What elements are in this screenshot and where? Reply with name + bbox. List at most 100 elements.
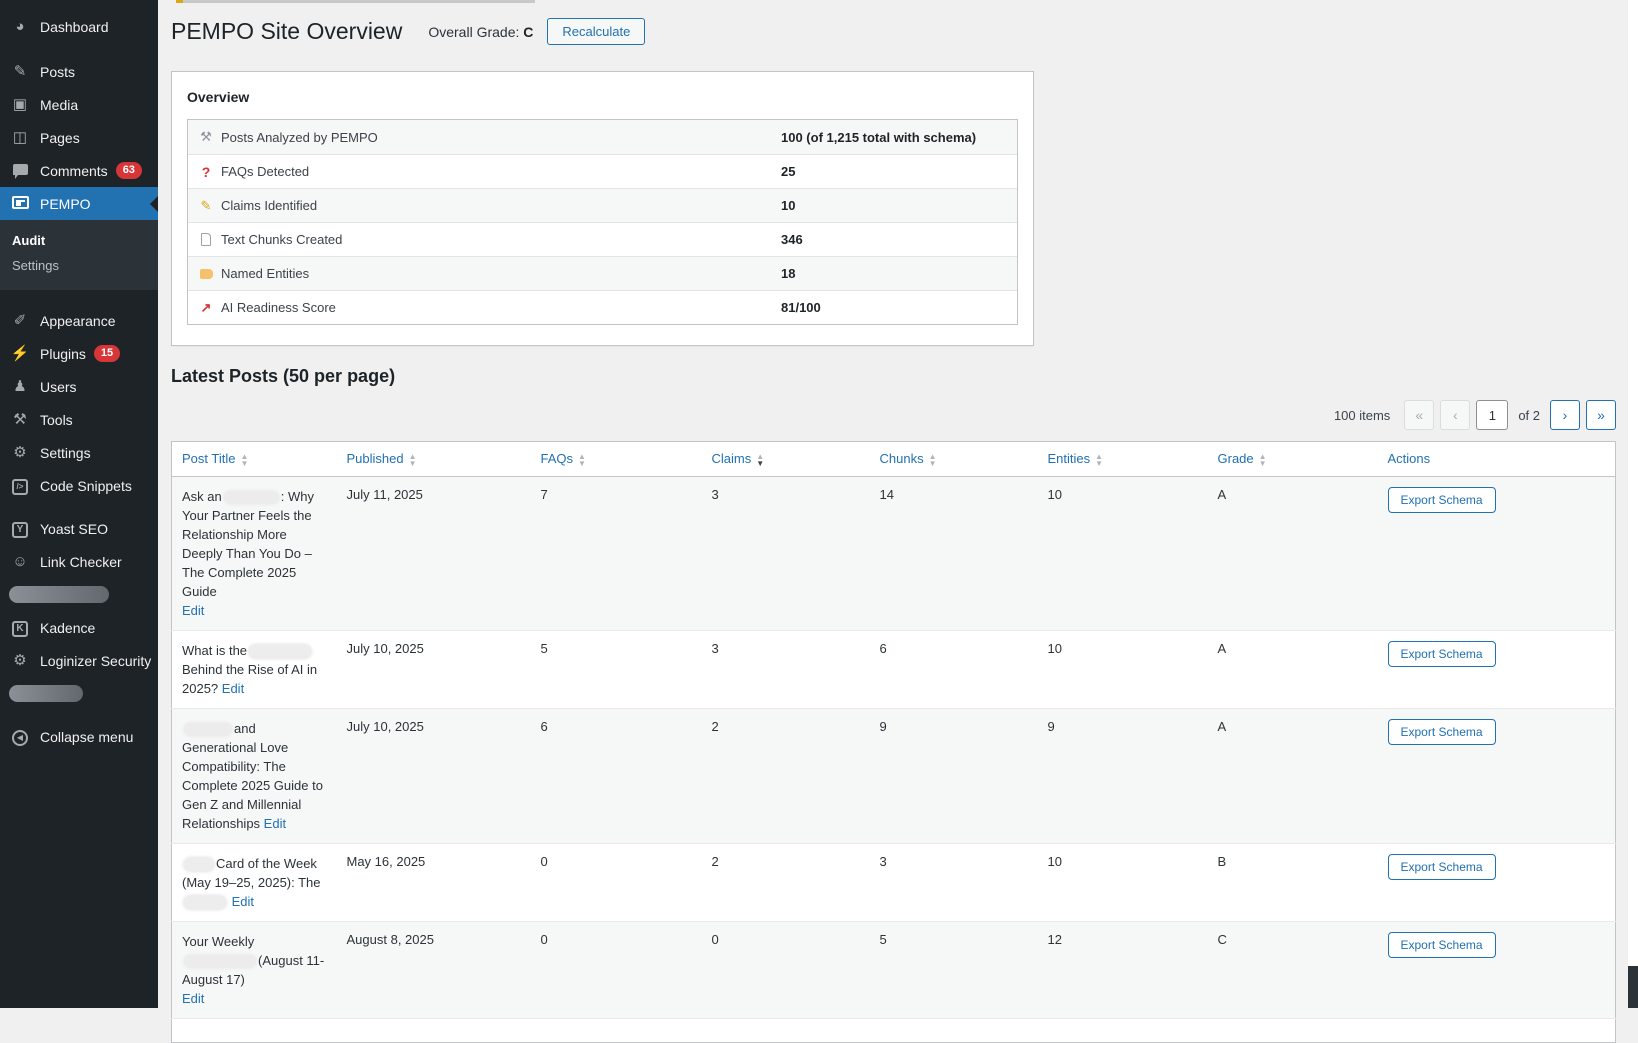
claims-cell: 2	[702, 708, 870, 843]
edit-link[interactable]: Edit	[182, 603, 204, 618]
sidebar-item-posts[interactable]: ✎ Posts	[0, 55, 158, 88]
faqs-cell: 7	[531, 476, 702, 630]
memo-icon: ✎	[198, 198, 214, 214]
first-page-button[interactable]: «	[1404, 400, 1434, 430]
metric-row: Text Chunks Created 346	[188, 222, 1017, 256]
recalculate-button[interactable]: Recalculate	[547, 18, 645, 45]
sort-arrows-icon: ▲▼	[578, 453, 586, 467]
next-page-button[interactable]: ›	[1550, 400, 1580, 430]
sidebar-item-loginizer-security[interactable]: ⚙ Loginizer Security	[0, 644, 158, 677]
sidebar-item-yoast-seo[interactable]: Y Yoast SEO	[0, 512, 158, 545]
redacted-text	[184, 723, 232, 736]
sidebar-item-appearance[interactable]: ✐ Appearance	[0, 304, 158, 337]
submenu-item-settings[interactable]: Settings	[0, 253, 158, 278]
faqs-cell: 5	[531, 630, 702, 708]
submenu-item-audit[interactable]: Audit	[0, 228, 158, 253]
edit-link[interactable]: Edit	[264, 816, 286, 831]
post-row: Card of the Week (May 19–25, 2025): The …	[172, 843, 1616, 921]
pagination: 100 items « ‹ of 2 › »	[171, 400, 1616, 430]
latest-posts-table: Post Title▲▼ Published▲▼ FAQs▲▼ Claims▲▼…	[171, 441, 1616, 1043]
column-header-faqs[interactable]: FAQs▲▼	[531, 442, 702, 477]
overview-panel-title: Overview	[172, 72, 1033, 119]
sidebar-item-plugins[interactable]: ⚡ Plugins 15	[0, 337, 158, 370]
settings-icon: ⚙	[9, 445, 31, 460]
notice-remnant-accent	[176, 0, 183, 3]
question-icon: ?	[198, 164, 214, 180]
items-count: 100 items	[1334, 408, 1390, 423]
link-checker-icon: ☺	[9, 554, 31, 569]
sort-arrows-icon-desc: ▲▼	[756, 453, 764, 467]
post-row: and Generational Love Compatibility: The…	[172, 708, 1616, 843]
export-schema-button[interactable]: Export Schema	[1388, 854, 1496, 880]
sort-arrows-icon: ▲▼	[1095, 453, 1103, 467]
metric-value: 25	[781, 164, 795, 179]
table-header-row: Post Title▲▼ Published▲▼ FAQs▲▼ Claims▲▼…	[172, 442, 1616, 477]
redacted-text	[249, 645, 311, 658]
overview-panel: Overview ⚒Posts Analyzed by PEMPO 100 (o…	[171, 71, 1034, 346]
code-snippets-icon: />	[9, 477, 31, 495]
posts-icon: ✎	[9, 64, 31, 79]
column-header-post-title[interactable]: Post Title▲▼	[172, 442, 337, 477]
redacted-sidebar-item	[9, 685, 83, 702]
export-schema-button[interactable]: Export Schema	[1388, 932, 1496, 958]
edit-link[interactable]: Edit	[182, 991, 204, 1006]
column-header-chunks[interactable]: Chunks▲▼	[870, 442, 1038, 477]
page-scrollbar[interactable]	[1628, 0, 1638, 1008]
media-icon: ▣	[9, 97, 31, 112]
column-header-published[interactable]: Published▲▼	[337, 442, 531, 477]
post-title-cell: Ask an: Why Your Partner Feels the Relat…	[172, 476, 337, 630]
sidebar-item-settings[interactable]: ⚙ Settings	[0, 436, 158, 469]
admin-content: PEMPO Site Overview Overall Grade: C Rec…	[158, 0, 1638, 1008]
faqs-cell: 6	[531, 708, 702, 843]
tools-icon: ⚒	[9, 412, 31, 427]
page-icon	[198, 233, 214, 246]
metric-row: ⚒Posts Analyzed by PEMPO 100 (of 1,215 t…	[188, 120, 1017, 154]
metric-row: Named Entities 18	[188, 256, 1017, 290]
plugins-count-badge: 15	[94, 345, 120, 362]
export-schema-button[interactable]: Export Schema	[1388, 719, 1496, 745]
post-row: Your Weekly(August 11-August 17) Edit Au…	[172, 921, 1616, 1018]
yoast-icon: Y	[9, 520, 31, 538]
sidebar-item-media[interactable]: ▣ Media	[0, 88, 158, 121]
chunks-cell: 3	[870, 843, 1038, 921]
redacted-text	[184, 955, 256, 968]
grade-cell: A	[1208, 630, 1378, 708]
sidebar-item-users[interactable]: ♟ Users	[0, 370, 158, 403]
sidebar-item-tools[interactable]: ⚒ Tools	[0, 403, 158, 436]
sidebar-item-kadence[interactable]: K Kadence	[0, 611, 158, 644]
metric-value: 346	[781, 232, 803, 247]
scrollbar-thumb[interactable]	[1628, 966, 1638, 1008]
export-schema-button[interactable]: Export Schema	[1388, 487, 1496, 513]
chunks-cell: 5	[870, 921, 1038, 1018]
column-header-claims[interactable]: Claims▲▼	[702, 442, 870, 477]
claims-cell: 0	[702, 921, 870, 1018]
edit-link[interactable]: Edit	[232, 894, 254, 909]
metric-row: ?FAQs Detected 25	[188, 154, 1017, 188]
column-header-grade[interactable]: Grade▲▼	[1208, 442, 1378, 477]
sidebar-item-comments[interactable]: Comments 63	[0, 154, 158, 187]
sidebar-item-dashboard[interactable]: ◕ Dashboard	[0, 10, 158, 43]
gear-icon: ⚙	[9, 653, 31, 668]
metric-row: ✎Claims Identified 10	[188, 188, 1017, 222]
post-row-partial	[172, 1018, 1616, 1042]
overall-grade: Overall Grade: C	[428, 24, 533, 40]
post-title-cell: and Generational Love Compatibility: The…	[172, 708, 337, 843]
grade-cell: A	[1208, 476, 1378, 630]
claims-cell: 3	[702, 630, 870, 708]
sidebar-item-link-checker[interactable]: ☺ Link Checker	[0, 545, 158, 578]
edit-link[interactable]: Edit	[222, 681, 244, 696]
collapse-menu-button[interactable]: ◀ Collapse menu	[0, 720, 158, 753]
column-header-entities[interactable]: Entities▲▼	[1038, 442, 1208, 477]
prev-page-button[interactable]: ‹	[1440, 400, 1470, 430]
current-page-input[interactable]	[1476, 400, 1508, 430]
sidebar-item-pempo[interactable]: PEMPO	[0, 187, 158, 220]
comments-icon	[9, 163, 31, 178]
sidebar-item-code-snippets[interactable]: /> Code Snippets	[0, 469, 158, 502]
metric-row: ↗AI Readiness Score 81/100	[188, 290, 1017, 324]
last-page-button[interactable]: »	[1586, 400, 1616, 430]
post-title-cell: Your Weekly(August 11-August 17) Edit	[172, 921, 337, 1018]
overview-metrics-table: ⚒Posts Analyzed by PEMPO 100 (of 1,215 t…	[187, 119, 1018, 325]
export-schema-button[interactable]: Export Schema	[1388, 641, 1496, 667]
sidebar-item-pages[interactable]: ◫ Pages	[0, 121, 158, 154]
post-row: What is theBehind the Rise of AI in 2025…	[172, 630, 1616, 708]
